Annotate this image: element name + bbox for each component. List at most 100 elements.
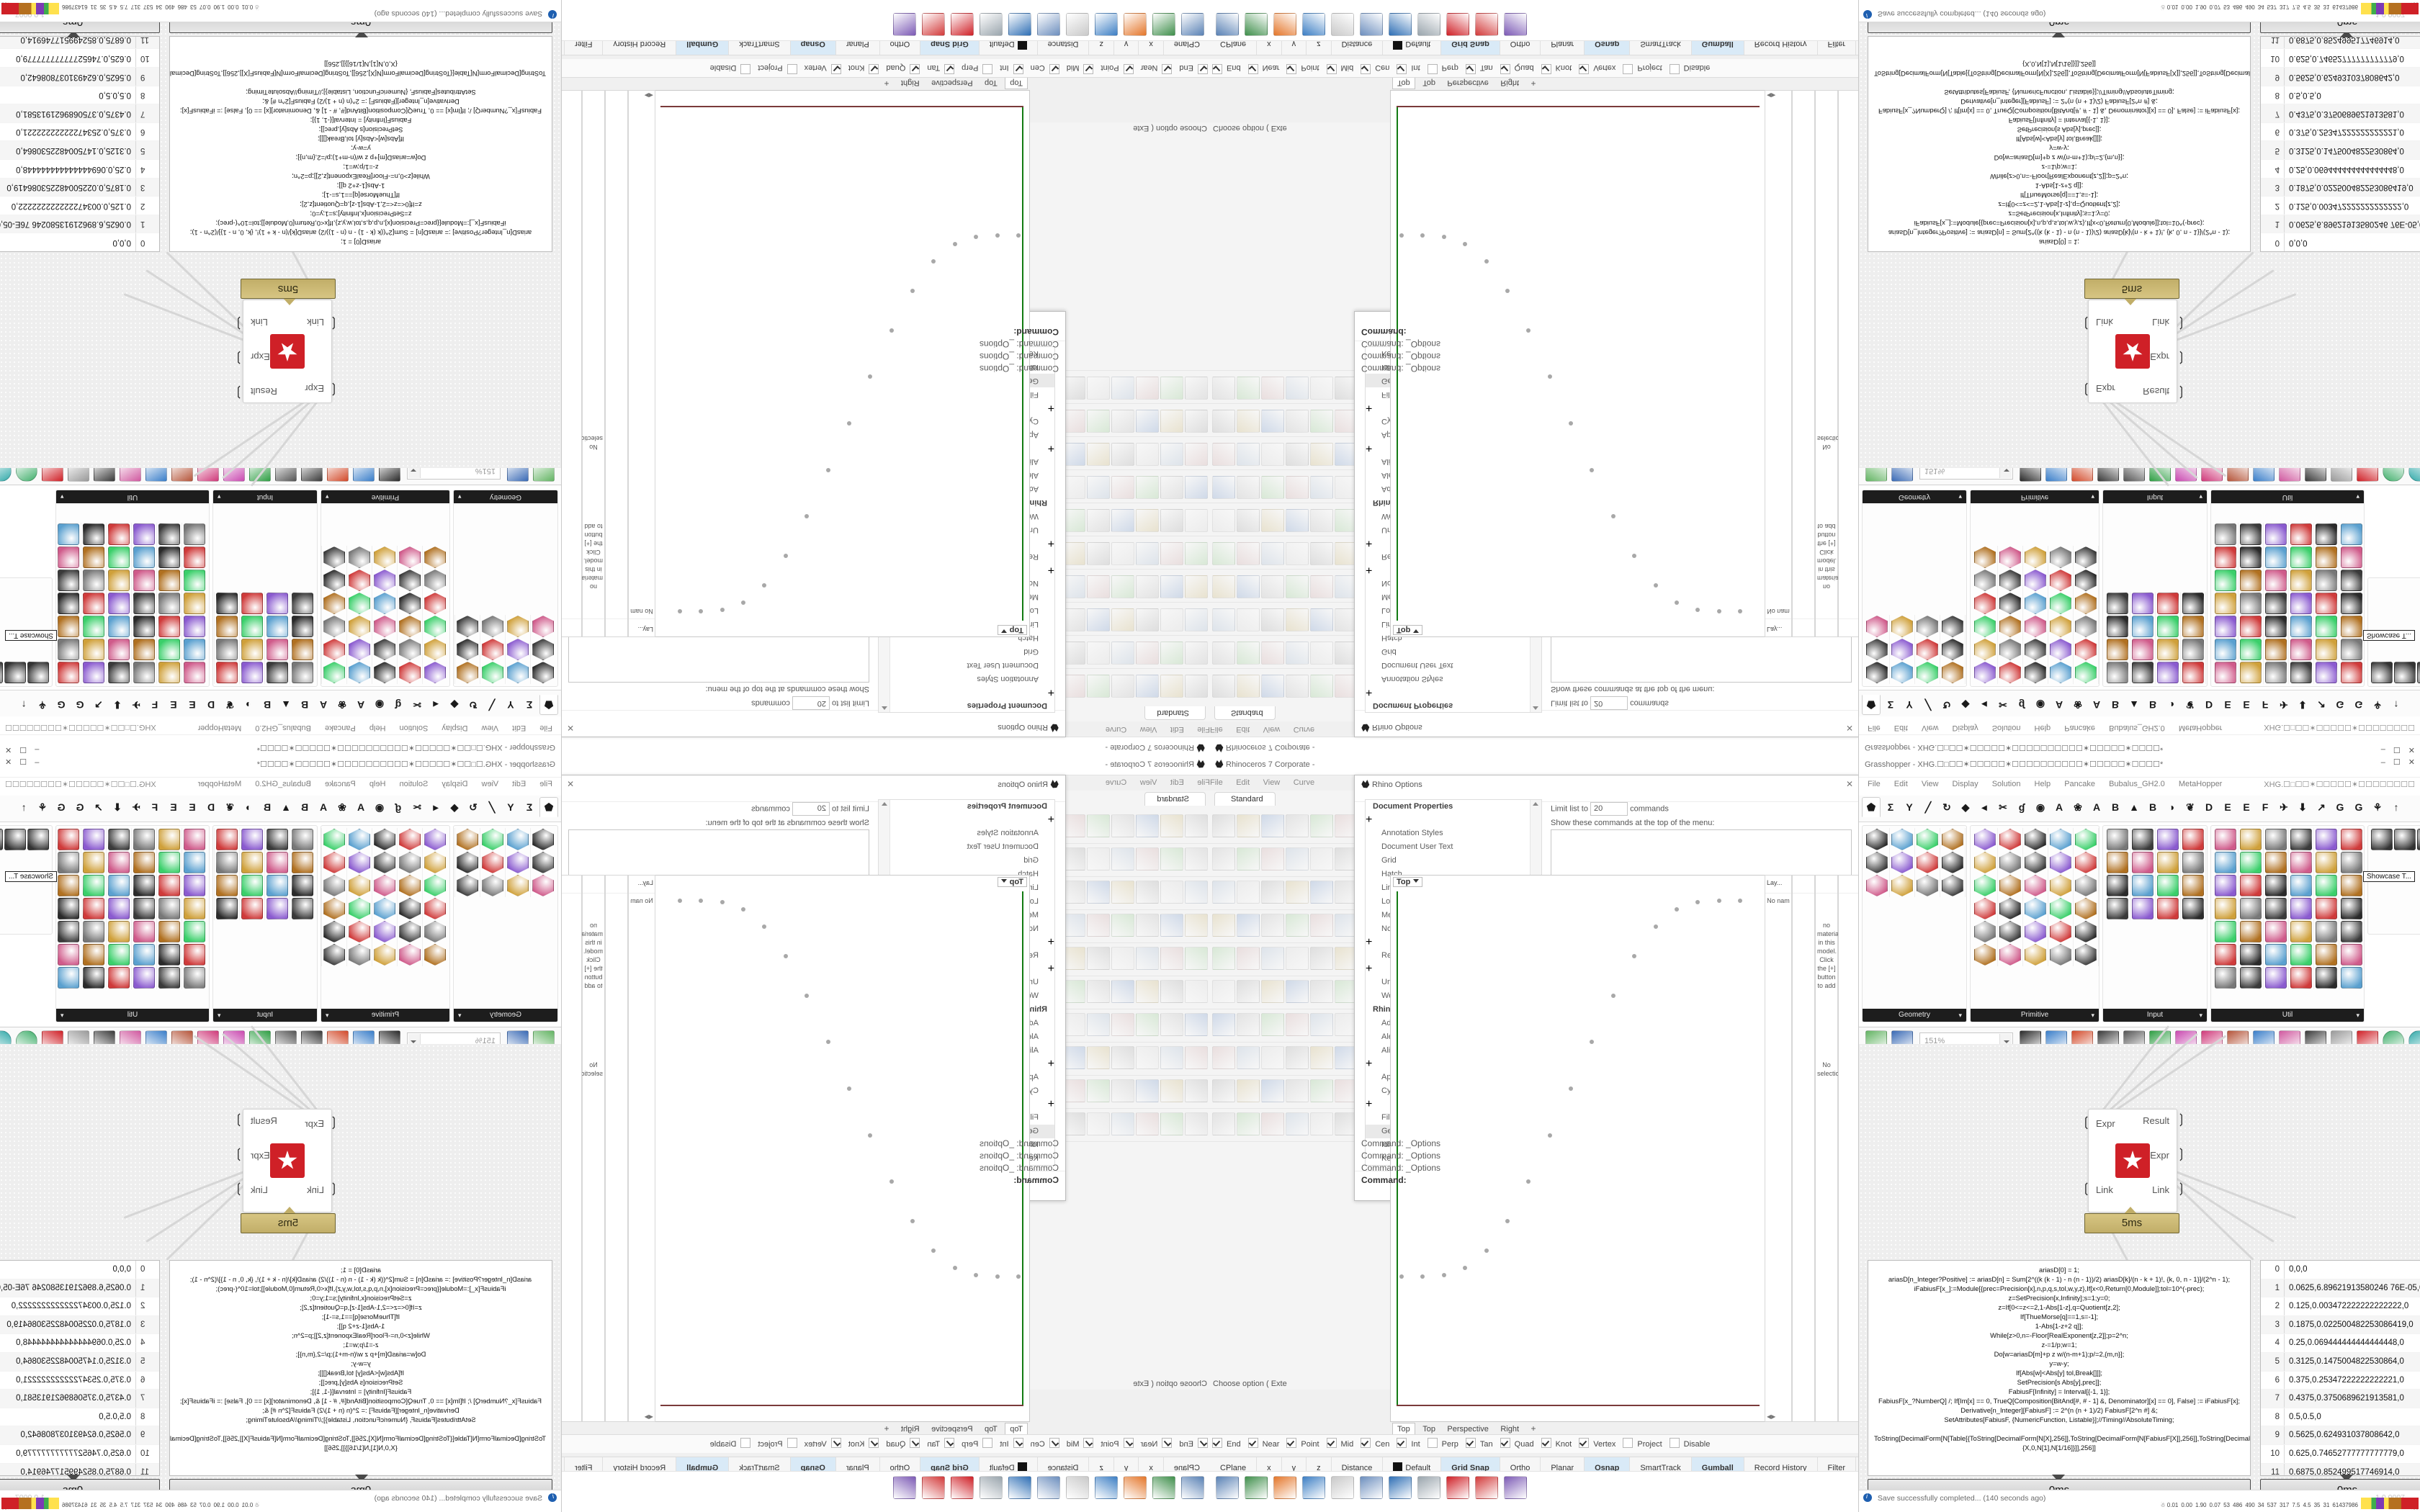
show-top-commands-input[interactable] <box>568 829 869 880</box>
component-icon[interactable] <box>349 616 370 637</box>
component-icon[interactable] <box>2215 967 2236 989</box>
component-icon[interactable] <box>374 852 395 873</box>
component-icon[interactable] <box>424 875 446 896</box>
component-icon[interactable] <box>1974 570 1996 591</box>
add-viewport-icon[interactable]: + <box>884 78 889 89</box>
component-icon[interactable] <box>2107 875 2128 896</box>
ribbon-tab-4[interactable]: ↻ <box>469 801 478 813</box>
gh-menu-view[interactable]: View <box>481 724 499 732</box>
component-icon[interactable] <box>2050 616 2071 637</box>
grasshopper-menubar[interactable]: File Edit View Display Solution Help Pan… <box>1859 778 2420 796</box>
chevron-down-icon[interactable]: ▾ <box>218 1012 221 1019</box>
rhino-tool-icon[interactable] <box>1087 542 1110 565</box>
component-icon[interactable] <box>108 570 130 591</box>
component-icon[interactable] <box>323 829 345 850</box>
rhino-tool-icon[interactable] <box>1237 575 1260 598</box>
ribbon-tab-5[interactable]: ◆ <box>1961 801 1970 813</box>
component-icon[interactable] <box>399 662 421 683</box>
grasshopper-ribbon[interactable]: Geometry ▾ Primitive ▾ Input ▾ Util ▾ Showcase T… <box>1859 822 2420 1027</box>
osnap-toggle[interactable]: Int <box>1000 63 1023 74</box>
options-tree-item[interactable]: Annotation Styles <box>977 675 1039 683</box>
rhino-tool-icon[interactable] <box>1335 847 1358 870</box>
component-icon[interactable] <box>2075 921 2097 942</box>
rhino-menu-view[interactable]: View <box>1139 778 1157 787</box>
rhino-tool-icon[interactable] <box>1310 476 1333 499</box>
rhino-tool-icon[interactable] <box>1286 642 1309 665</box>
rhino-tool-icon[interactable] <box>1160 881 1183 904</box>
rhino-tool-icon[interactable] <box>1310 814 1333 837</box>
component-icon[interactable] <box>2316 921 2337 942</box>
osnap-checkbox[interactable] <box>1361 64 1371 74</box>
ribbon-tab-17[interactable]: ❦ <box>2186 699 2195 711</box>
component-icon[interactable] <box>2240 523 2262 545</box>
component-icon[interactable] <box>108 639 130 660</box>
component-icon[interactable] <box>399 875 421 896</box>
ribbon-tab-13[interactable]: B <box>2111 801 2120 813</box>
expand-icon[interactable]: + <box>1366 442 1373 454</box>
component-icon[interactable] <box>2157 616 2179 637</box>
panel-materials[interactable]: no material in this model. Click the [+]… <box>1815 90 1843 637</box>
component-icon[interactable] <box>133 662 155 683</box>
component-icon[interactable] <box>2290 616 2312 637</box>
component-icon[interactable] <box>0 662 3 683</box>
status-cell-filter[interactable]: Filter <box>1818 1457 1856 1479</box>
ribbon-tab-5[interactable]: ◆ <box>450 699 459 711</box>
osnap-checkbox[interactable] <box>1123 1438 1134 1448</box>
component-icon[interactable] <box>2240 639 2262 660</box>
component-icon[interactable] <box>58 852 79 873</box>
ribbon-tab-11[interactable]: ❀ <box>2074 801 2082 813</box>
rhino-tool-icon[interactable] <box>1136 814 1159 837</box>
component-icon[interactable] <box>424 639 446 660</box>
rhino-tool-icon[interactable] <box>1160 410 1183 433</box>
panel-properties[interactable] <box>560 90 582 637</box>
windows-taskbar[interactable] <box>550 1471 1210 1512</box>
chevron-down-icon[interactable] <box>1413 629 1420 633</box>
component-icon[interactable] <box>2240 570 2262 591</box>
screenshot-icon[interactable] <box>1181 13 1204 36</box>
osnap-toggle[interactable]: End <box>1179 63 1208 74</box>
speaker-icon[interactable] <box>1417 1476 1440 1499</box>
rhino-tool-icon[interactable] <box>1261 608 1284 631</box>
grasshopper-menubar[interactable]: File Edit View Display Solution Help Pan… <box>0 716 561 734</box>
component-icon[interactable] <box>2316 616 2337 637</box>
component-icon[interactable] <box>2290 898 2312 919</box>
osnap-checkbox[interactable] <box>1286 1438 1297 1448</box>
component-icon[interactable] <box>1974 593 1996 614</box>
component-icon[interactable] <box>2316 593 2337 614</box>
rhino-tool-icon[interactable] <box>1237 675 1260 698</box>
component-icon[interactable] <box>323 593 345 614</box>
save64-icon[interactable] <box>1302 1476 1325 1499</box>
viewport-tab-right[interactable]: Right <box>900 1425 920 1434</box>
rhino-menu-curve[interactable]: Curve <box>1293 778 1315 787</box>
component-icon[interactable] <box>2265 570 2287 591</box>
component-icon[interactable] <box>2290 921 2312 942</box>
rhino-tool-icon[interactable] <box>1087 410 1110 433</box>
rhino-tool-icon[interactable] <box>1185 675 1208 698</box>
component-icon[interactable] <box>2240 875 2262 896</box>
rhino-tool-icon[interactable] <box>1185 980 1208 1003</box>
component-icon[interactable] <box>292 593 313 614</box>
gh-menu-bubalus[interactable]: Bubalus_GH2.0 <box>255 780 311 788</box>
gh-menu-file[interactable]: File <box>539 780 552 788</box>
component-icon[interactable] <box>374 875 395 896</box>
output-port-result[interactable]: Result <box>2143 1115 2169 1126</box>
component-icon[interactable] <box>2132 639 2154 660</box>
osnap-checkbox[interactable] <box>1212 1438 1222 1448</box>
status-cell-default[interactable]: Default <box>1383 1457 1442 1479</box>
component-icon[interactable] <box>133 875 155 896</box>
screenshot-icon[interactable] <box>1216 13 1239 36</box>
component-icon[interactable] <box>58 639 79 660</box>
ribbon-tab-6[interactable]: ◂ <box>433 801 439 813</box>
osnap-checkbox[interactable] <box>1198 64 1208 74</box>
rhino-tool-icon[interactable] <box>1286 476 1309 499</box>
rhino-tool-icon[interactable] <box>1111 947 1134 970</box>
rhino-tool-icon[interactable] <box>1212 1079 1235 1102</box>
rhino-tool-icon[interactable] <box>1237 642 1260 665</box>
component-icon[interactable] <box>1866 852 1888 873</box>
options-tree-item[interactable]: Annotation Styles <box>977 829 1039 837</box>
ribbon-tab-7[interactable]: ✂ <box>1999 801 2007 813</box>
component-icon[interactable] <box>349 570 370 591</box>
rhino-tool-icon[interactable] <box>1185 1112 1208 1135</box>
rhino-menu-view[interactable]: View <box>1263 725 1281 734</box>
